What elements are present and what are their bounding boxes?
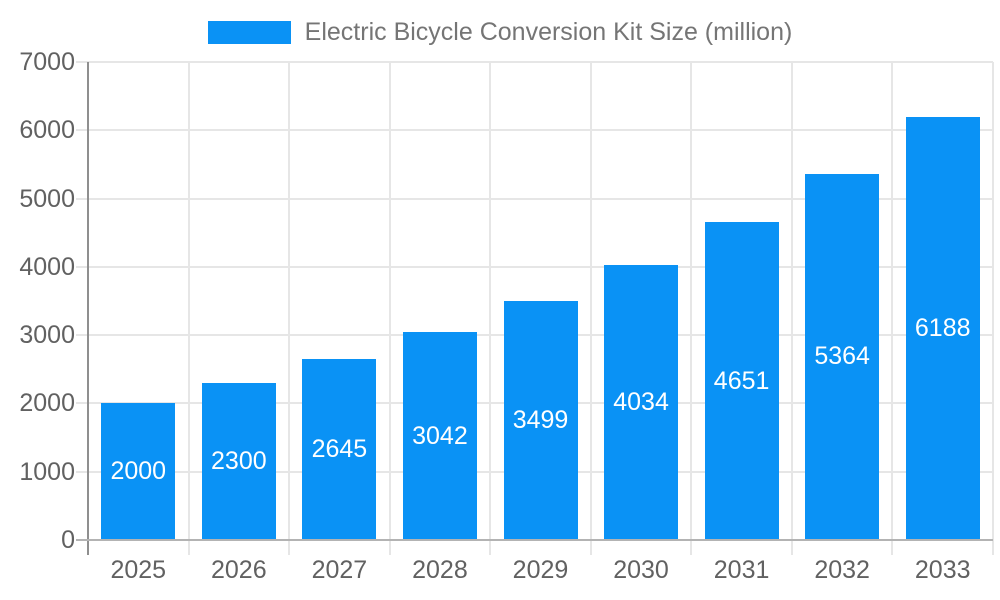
x-tick-label-2026: 2026 xyxy=(211,556,267,584)
bar-value-2028: 3042 xyxy=(412,421,468,450)
h-gridline-5000 xyxy=(76,197,993,200)
y-tick-label-4000: 4000 xyxy=(19,252,75,281)
bar-value-2031: 4651 xyxy=(713,366,770,395)
bar-value-2027: 2645 xyxy=(311,435,368,464)
v-gridline-1 xyxy=(187,62,190,555)
bar-2026[interactable]: 2300 xyxy=(201,382,276,540)
h-gridline-4000 xyxy=(76,265,993,268)
v-gridline-9 xyxy=(992,62,994,555)
bar-value-2030: 4034 xyxy=(613,387,669,416)
bar-value-2026: 2300 xyxy=(211,446,267,475)
bar-2030[interactable]: 4034 xyxy=(604,264,679,540)
x-tick-label-2025: 2025 xyxy=(110,556,167,584)
x-tick-label-2030: 2030 xyxy=(613,556,669,584)
x-tick-label-2032: 2032 xyxy=(814,556,870,584)
y-tick-label-1000: 1000 xyxy=(19,457,75,486)
y-axis-line xyxy=(87,62,89,555)
legend: Electric Bicycle Conversion Kit Size (mi… xyxy=(0,20,1000,45)
v-gridline-7 xyxy=(790,62,793,555)
x-tick-label-2028: 2028 xyxy=(412,556,468,584)
bar-2025[interactable]: 2000 xyxy=(101,403,176,540)
v-gridline-5 xyxy=(589,62,592,555)
v-gridline-6 xyxy=(690,62,693,555)
y-tick-label-2000: 2000 xyxy=(19,389,75,418)
bar-2031[interactable]: 4651 xyxy=(704,222,779,540)
plot-area: 0 1000 2000 3000 4000 5000 6000 7000 2000 2025 230… xyxy=(19,50,994,583)
y-tick-label-6000: 6000 xyxy=(19,116,75,145)
bar-2027[interactable]: 2645 xyxy=(302,359,377,540)
y-tick-label-3000: 3000 xyxy=(19,321,75,350)
y-tick-label-0: 0 xyxy=(61,526,75,554)
v-gridline-4 xyxy=(489,62,492,555)
x-axis-baseline xyxy=(76,539,993,541)
bar-2033[interactable]: 6188 xyxy=(905,117,980,540)
x-tick-label-2027: 2027 xyxy=(311,556,368,584)
bar-value-2025: 2000 xyxy=(110,457,167,486)
bar-2028[interactable]: 3042 xyxy=(402,332,477,540)
y-tick-label-7000: 7000 xyxy=(19,48,75,76)
x-tick-label-2031: 2031 xyxy=(713,556,770,584)
bar-value-2033: 6188 xyxy=(914,314,971,343)
bar-value-2032: 5364 xyxy=(814,342,870,371)
v-gridline-8 xyxy=(891,62,894,555)
x-tick-label-2029: 2029 xyxy=(512,556,569,584)
legend-label: Electric Bicycle Conversion Kit Size (mi… xyxy=(304,18,793,46)
x-tick-label-2033: 2033 xyxy=(914,556,971,584)
v-gridline-3 xyxy=(388,62,391,555)
h-gridline-6000 xyxy=(76,129,993,132)
h-gridline-7000 xyxy=(76,61,993,63)
v-gridline-2 xyxy=(288,62,291,555)
bar-2032[interactable]: 5364 xyxy=(805,173,880,540)
y-tick-label-5000: 5000 xyxy=(19,184,75,213)
bar-value-2029: 3499 xyxy=(512,406,569,435)
legend-swatch xyxy=(207,21,291,44)
bar-2029[interactable]: 3499 xyxy=(503,301,578,540)
